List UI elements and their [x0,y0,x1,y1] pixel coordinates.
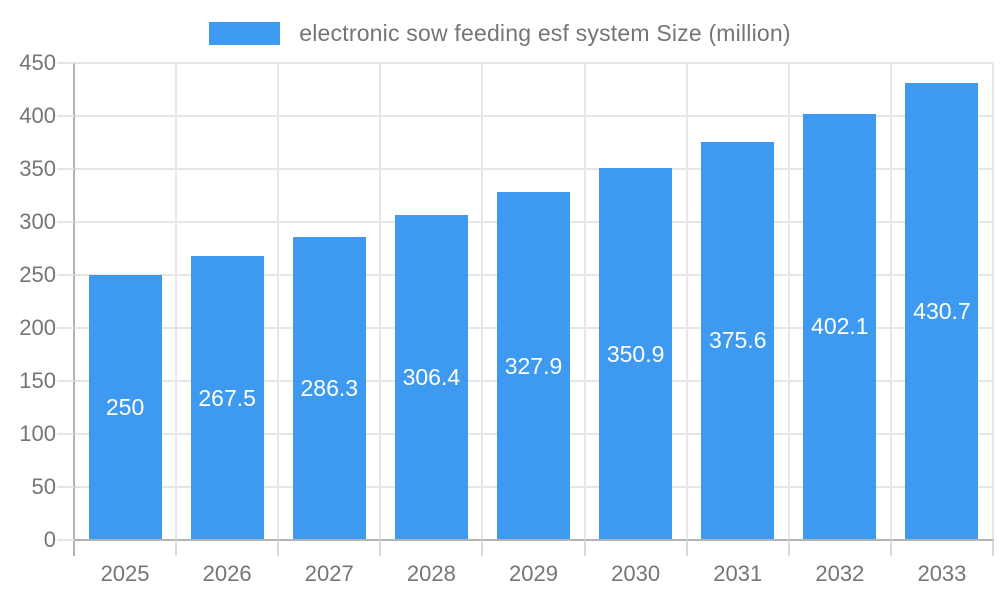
gridline-x-4 [481,63,484,540]
y-tick-mark [57,115,74,117]
gridline-x-5 [583,63,586,540]
y-tick-label-300: 300 [19,209,56,234]
legend-label: electronic sow feeding esf system Size (… [299,19,791,46]
gridline-y-400 [74,115,993,117]
gridline-x-7 [787,63,790,540]
x-tick-label-2026: 2026 [202,561,252,586]
bar-2025[interactable]: 250 [88,275,162,540]
x-tick-label-2033: 2033 [917,561,967,586]
x-tick-label-2032: 2032 [815,561,865,586]
y-tick-label-450: 450 [19,50,56,75]
plot-area: 250 267.5 286.3 306.4 327.9 350.9 375.6 402.1 43… [74,62,994,540]
bar-2027[interactable]: 286.3 [292,236,366,540]
y-tick-mark [57,168,74,170]
y-tick-label-250: 250 [19,262,56,287]
bar-value-label-2031: 375.6 [708,327,767,354]
bar-value-label-2032: 402.1 [811,313,869,340]
x-tick-label-2028: 2028 [406,561,456,586]
bar-2028[interactable]: 306.4 [394,215,468,540]
gridline-x-8 [889,63,892,540]
bar-2030[interactable]: 350.9 [599,168,673,540]
bar-value-label-2029: 327.9 [504,352,563,379]
x-tick-mark [175,540,178,556]
y-axis-line [73,63,75,556]
gridline-x-3 [379,63,382,540]
x-tick-label-2025: 2025 [100,561,150,586]
y-tick-label-150: 150 [19,368,56,393]
x-tick-mark [583,540,586,556]
gridline-y-350 [74,168,993,170]
x-tick-mark [685,540,688,556]
y-tick-mark [57,539,74,541]
y-tick-mark [57,486,74,488]
legend-swatch [209,21,281,45]
y-tick-mark [57,62,74,64]
x-axis-line [73,539,994,541]
x-tick-label-2031: 2031 [713,561,763,586]
x-tick-label-2027: 2027 [304,561,354,586]
gridline-y-450 [74,62,993,64]
x-tick-mark [277,540,280,556]
gridline-x-2 [277,63,280,540]
x-tick-mark [889,540,892,556]
y-tick-label-200: 200 [19,315,56,340]
chart-legend: electronic sow feeding esf system Size (… [0,18,1000,48]
y-tick-mark [57,433,74,435]
y-tick-label-100: 100 [19,421,56,446]
y-tick-mark [57,327,74,329]
gridline-x-6 [685,63,688,540]
bar-value-label-2026: 267.5 [198,384,256,411]
x-tick-mark [992,540,994,556]
bar-value-label-2028: 306.4 [402,364,461,391]
bar-2026[interactable]: 267.5 [190,256,264,540]
x-tick-mark [481,540,484,556]
bar-2033[interactable]: 430.7 [905,83,979,540]
y-tick-label-0: 0 [43,527,56,552]
y-tick-label-400: 400 [19,103,56,128]
bar-value-label-2027: 286.3 [300,374,359,401]
y-tick-mark [57,221,74,223]
y-tick-mark [57,274,74,276]
x-tick-label-2030: 2030 [611,561,661,586]
bar-2031[interactable]: 375.6 [701,141,775,540]
gridline-x-1 [175,63,178,540]
x-tick-mark [787,540,790,556]
bar-2032[interactable]: 402.1 [803,113,877,540]
y-tick-mark [57,380,74,382]
bar-value-label-2025: 250 [105,394,145,420]
x-tick-label-2029: 2029 [509,561,558,586]
bar-value-label-2033: 430.7 [913,298,971,325]
bar-2029[interactable]: 327.9 [497,192,570,540]
y-tick-label-350: 350 [19,156,56,181]
x-tick-mark [379,540,382,556]
bar-value-label-2030: 350.9 [606,340,665,367]
y-tick-label-50: 50 [31,474,56,499]
gridline-x-9 [992,63,994,540]
